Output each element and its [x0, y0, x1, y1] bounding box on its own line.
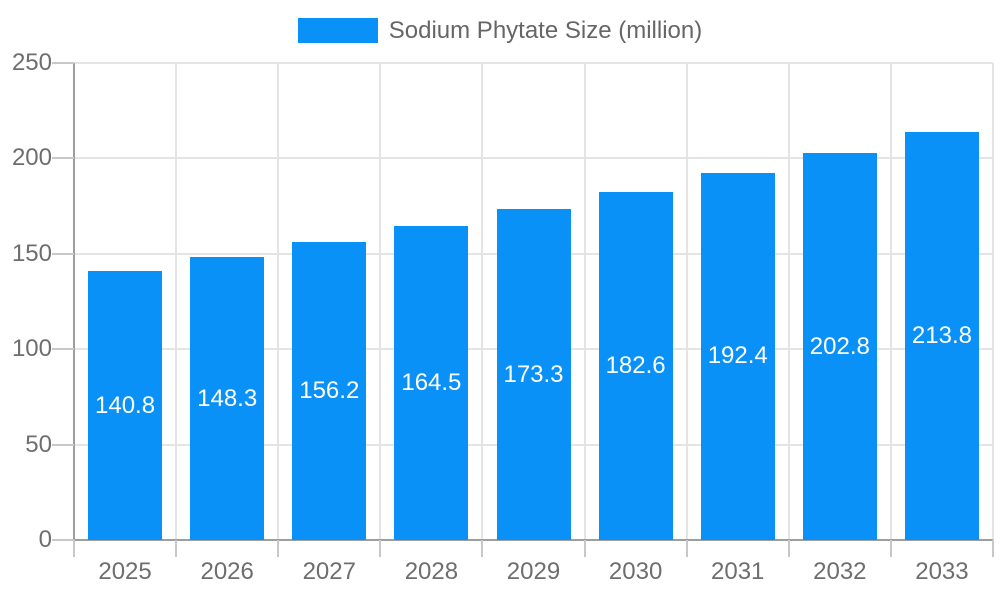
x-axis-tick — [481, 540, 484, 557]
x-axis-tick — [379, 540, 382, 557]
bar: 164.5 — [394, 226, 469, 540]
x-axis-tick — [787, 540, 790, 557]
gridline-vertical — [481, 63, 484, 540]
x-axis-tick — [175, 540, 178, 557]
x-axis-label: 2027 — [302, 558, 356, 585]
bar: 173.3 — [496, 209, 571, 540]
bar: 202.8 — [802, 153, 877, 540]
legend: Sodium Phytate Size (million) — [0, 18, 1000, 43]
bar-value-label: 192.4 — [707, 342, 768, 370]
legend-label: Sodium Phytate Size (million) — [388, 17, 703, 44]
y-axis-tick — [52, 539, 74, 541]
bar-value-label: 156.2 — [299, 376, 360, 404]
bar-value-label: 164.5 — [401, 369, 462, 397]
bar: 148.3 — [190, 257, 265, 540]
bar: 140.8 — [88, 271, 163, 540]
y-axis-label: 100 — [11, 335, 52, 363]
gridline-vertical — [992, 63, 994, 540]
x-axis-label: 2033 — [915, 558, 969, 585]
x-axis-tick — [277, 540, 280, 557]
gridline-vertical — [175, 63, 178, 540]
y-axis-tick — [52, 62, 74, 64]
x-axis-label: 2025 — [98, 558, 152, 585]
y-axis-label: 0 — [38, 526, 52, 553]
gridline-vertical — [379, 63, 382, 540]
x-axis-label: 2028 — [404, 558, 459, 585]
x-axis-label: 2029 — [506, 558, 561, 585]
bar: 182.6 — [598, 191, 673, 540]
y-axis-tick — [52, 157, 74, 160]
y-axis-label: 50 — [25, 430, 52, 458]
y-axis-line — [73, 63, 75, 540]
gridline-horizontal — [74, 157, 993, 160]
bar-value-label: 202.8 — [809, 332, 870, 360]
x-axis-line — [74, 539, 993, 541]
bar-value-label: 148.3 — [197, 384, 258, 412]
y-axis-label: 200 — [11, 144, 52, 172]
x-axis-label: 2030 — [608, 558, 663, 585]
x-axis-label: 2032 — [813, 558, 867, 585]
bar-value-label: 213.8 — [911, 322, 972, 350]
bar: 156.2 — [292, 241, 367, 540]
y-axis-tick — [52, 348, 74, 351]
gridline-vertical — [889, 63, 892, 540]
x-axis-label: 2026 — [200, 558, 254, 585]
legend-swatch — [297, 18, 378, 43]
x-axis-tick — [992, 540, 994, 557]
gridline-vertical — [787, 63, 790, 540]
bar-value-label: 173.3 — [503, 360, 564, 388]
x-axis-label: 2031 — [711, 558, 765, 585]
plot-area: 140.8 148.3 156.2 164.5 173.3 182.6 192.4 202.8… — [73, 62, 994, 541]
gridline-vertical — [277, 63, 280, 540]
bar: 213.8 — [904, 132, 979, 540]
gridline-vertical — [583, 63, 586, 540]
y-axis-tick — [52, 252, 74, 255]
gridline-vertical — [685, 63, 688, 540]
bar-value-label: 140.8 — [95, 391, 156, 419]
y-axis-label: 150 — [11, 239, 52, 267]
gridline-horizontal — [74, 62, 993, 64]
bar: 192.4 — [700, 172, 775, 540]
y-axis-label: 250 — [11, 49, 52, 76]
x-axis-tick — [583, 540, 586, 557]
x-axis-tick — [685, 540, 688, 557]
bar-value-label: 182.6 — [605, 351, 666, 379]
x-axis-tick — [73, 540, 75, 557]
y-axis-tick — [52, 443, 74, 446]
x-axis-tick — [889, 540, 892, 557]
